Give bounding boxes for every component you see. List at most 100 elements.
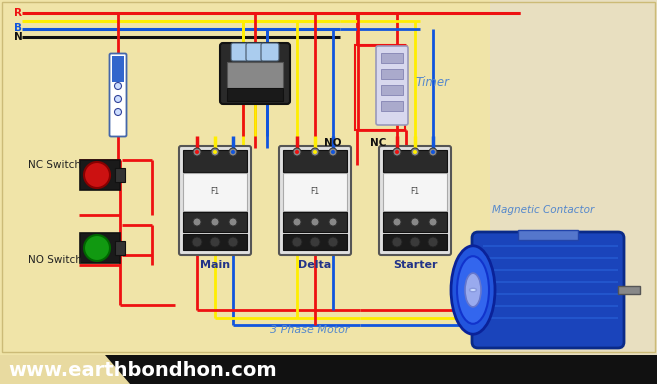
- Circle shape: [310, 237, 320, 247]
- Bar: [283, 212, 347, 232]
- Circle shape: [231, 150, 235, 154]
- Circle shape: [395, 150, 399, 154]
- Bar: [183, 234, 247, 250]
- Text: NC Switch: NC Switch: [28, 160, 81, 170]
- Polygon shape: [0, 355, 130, 384]
- Circle shape: [428, 237, 438, 247]
- Circle shape: [292, 237, 302, 247]
- Circle shape: [84, 235, 110, 261]
- Circle shape: [393, 148, 401, 156]
- Bar: [183, 212, 247, 232]
- Circle shape: [429, 148, 437, 156]
- Text: Delta: Delta: [298, 260, 332, 270]
- Circle shape: [410, 237, 420, 247]
- Circle shape: [193, 218, 201, 226]
- Bar: [381, 69, 403, 79]
- Bar: [355, 45, 405, 130]
- Text: B: B: [14, 23, 22, 33]
- Ellipse shape: [451, 246, 495, 334]
- Ellipse shape: [470, 288, 476, 292]
- Bar: [80, 233, 120, 263]
- Ellipse shape: [465, 273, 481, 307]
- FancyBboxPatch shape: [472, 232, 624, 348]
- Circle shape: [293, 218, 301, 226]
- Text: NO: NO: [325, 138, 342, 148]
- Circle shape: [411, 218, 419, 226]
- Bar: [112, 56, 124, 82]
- Bar: [115, 168, 125, 182]
- Circle shape: [229, 218, 237, 226]
- Bar: [183, 150, 247, 172]
- Circle shape: [411, 148, 419, 156]
- Circle shape: [114, 109, 122, 116]
- Text: R: R: [14, 8, 22, 18]
- Text: Magnetic Contactor: Magnetic Contactor: [492, 205, 594, 215]
- Text: Timer: Timer: [415, 76, 449, 88]
- Bar: [283, 234, 347, 250]
- Text: F1: F1: [210, 187, 219, 197]
- Circle shape: [328, 237, 338, 247]
- FancyBboxPatch shape: [246, 43, 264, 61]
- Circle shape: [429, 218, 437, 226]
- Circle shape: [195, 150, 199, 154]
- Circle shape: [193, 148, 201, 156]
- Bar: [490, 0, 657, 355]
- Bar: [80, 160, 120, 190]
- Circle shape: [210, 237, 220, 247]
- Circle shape: [313, 150, 317, 154]
- Bar: [383, 234, 447, 250]
- Circle shape: [393, 218, 401, 226]
- Circle shape: [211, 148, 219, 156]
- FancyBboxPatch shape: [379, 146, 451, 255]
- Text: NC: NC: [370, 138, 386, 148]
- Bar: [381, 101, 403, 111]
- Text: www.earthbondhon.com: www.earthbondhon.com: [8, 361, 277, 379]
- Bar: [518, 230, 578, 240]
- Circle shape: [211, 218, 219, 226]
- Bar: [283, 173, 347, 211]
- Circle shape: [413, 150, 417, 154]
- Circle shape: [114, 96, 122, 103]
- Bar: [283, 150, 347, 172]
- Circle shape: [431, 150, 435, 154]
- FancyBboxPatch shape: [110, 53, 127, 136]
- Text: Starter: Starter: [393, 260, 438, 270]
- Circle shape: [311, 148, 319, 156]
- Circle shape: [329, 148, 337, 156]
- Bar: [115, 241, 125, 255]
- Text: Main: Main: [200, 260, 230, 270]
- Text: F1: F1: [311, 187, 319, 197]
- FancyBboxPatch shape: [220, 43, 290, 104]
- FancyBboxPatch shape: [231, 43, 249, 61]
- Circle shape: [295, 150, 299, 154]
- Bar: [618, 286, 640, 294]
- Circle shape: [392, 237, 402, 247]
- Circle shape: [293, 148, 301, 156]
- Bar: [183, 173, 247, 211]
- Circle shape: [229, 148, 237, 156]
- Bar: [227, 88, 283, 101]
- Text: 3 Phase Motor: 3 Phase Motor: [270, 325, 350, 335]
- Bar: [381, 53, 403, 63]
- Bar: [0, 355, 657, 384]
- Circle shape: [228, 237, 238, 247]
- FancyBboxPatch shape: [279, 146, 351, 255]
- FancyBboxPatch shape: [376, 46, 408, 125]
- Circle shape: [192, 237, 202, 247]
- Text: N: N: [14, 32, 23, 42]
- Bar: [383, 212, 447, 232]
- Text: NO Switch: NO Switch: [28, 255, 82, 265]
- Circle shape: [213, 150, 217, 154]
- Bar: [0, 0, 490, 355]
- Circle shape: [114, 83, 122, 89]
- Ellipse shape: [457, 256, 489, 324]
- FancyBboxPatch shape: [179, 146, 251, 255]
- Bar: [383, 173, 447, 211]
- Circle shape: [84, 162, 110, 188]
- Bar: [227, 62, 283, 94]
- Circle shape: [329, 218, 337, 226]
- Bar: [381, 85, 403, 95]
- Bar: [383, 150, 447, 172]
- FancyBboxPatch shape: [261, 43, 279, 61]
- Text: F1: F1: [411, 187, 420, 197]
